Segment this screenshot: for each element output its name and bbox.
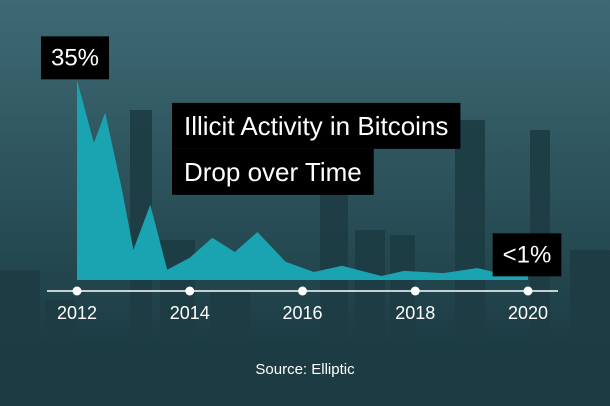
chart-title: Illicit Activity in Bitcoins	[184, 111, 448, 141]
source: Source: Elliptic	[255, 361, 355, 378]
x-tick	[410, 286, 420, 296]
value-label-box	[492, 233, 562, 277]
area	[77, 80, 528, 280]
x-tick	[523, 286, 533, 296]
value-label: 35%	[51, 44, 99, 71]
x-tick-label: 2014	[170, 303, 210, 323]
subtitle-box	[172, 148, 374, 195]
x-tick-label: 2016	[282, 303, 322, 323]
title-box	[172, 102, 461, 149]
x-tick	[72, 286, 82, 296]
chart-subtitle: Drop over Time	[184, 157, 362, 187]
x-tick	[185, 286, 195, 296]
x-tick-label: 2018	[395, 303, 435, 323]
value-label-box	[40, 36, 110, 80]
x-tick-label: 2020	[508, 303, 548, 323]
x-tick-label: 2012	[57, 303, 97, 323]
value-label: <1%	[503, 241, 552, 268]
x-tick	[298, 286, 307, 296]
